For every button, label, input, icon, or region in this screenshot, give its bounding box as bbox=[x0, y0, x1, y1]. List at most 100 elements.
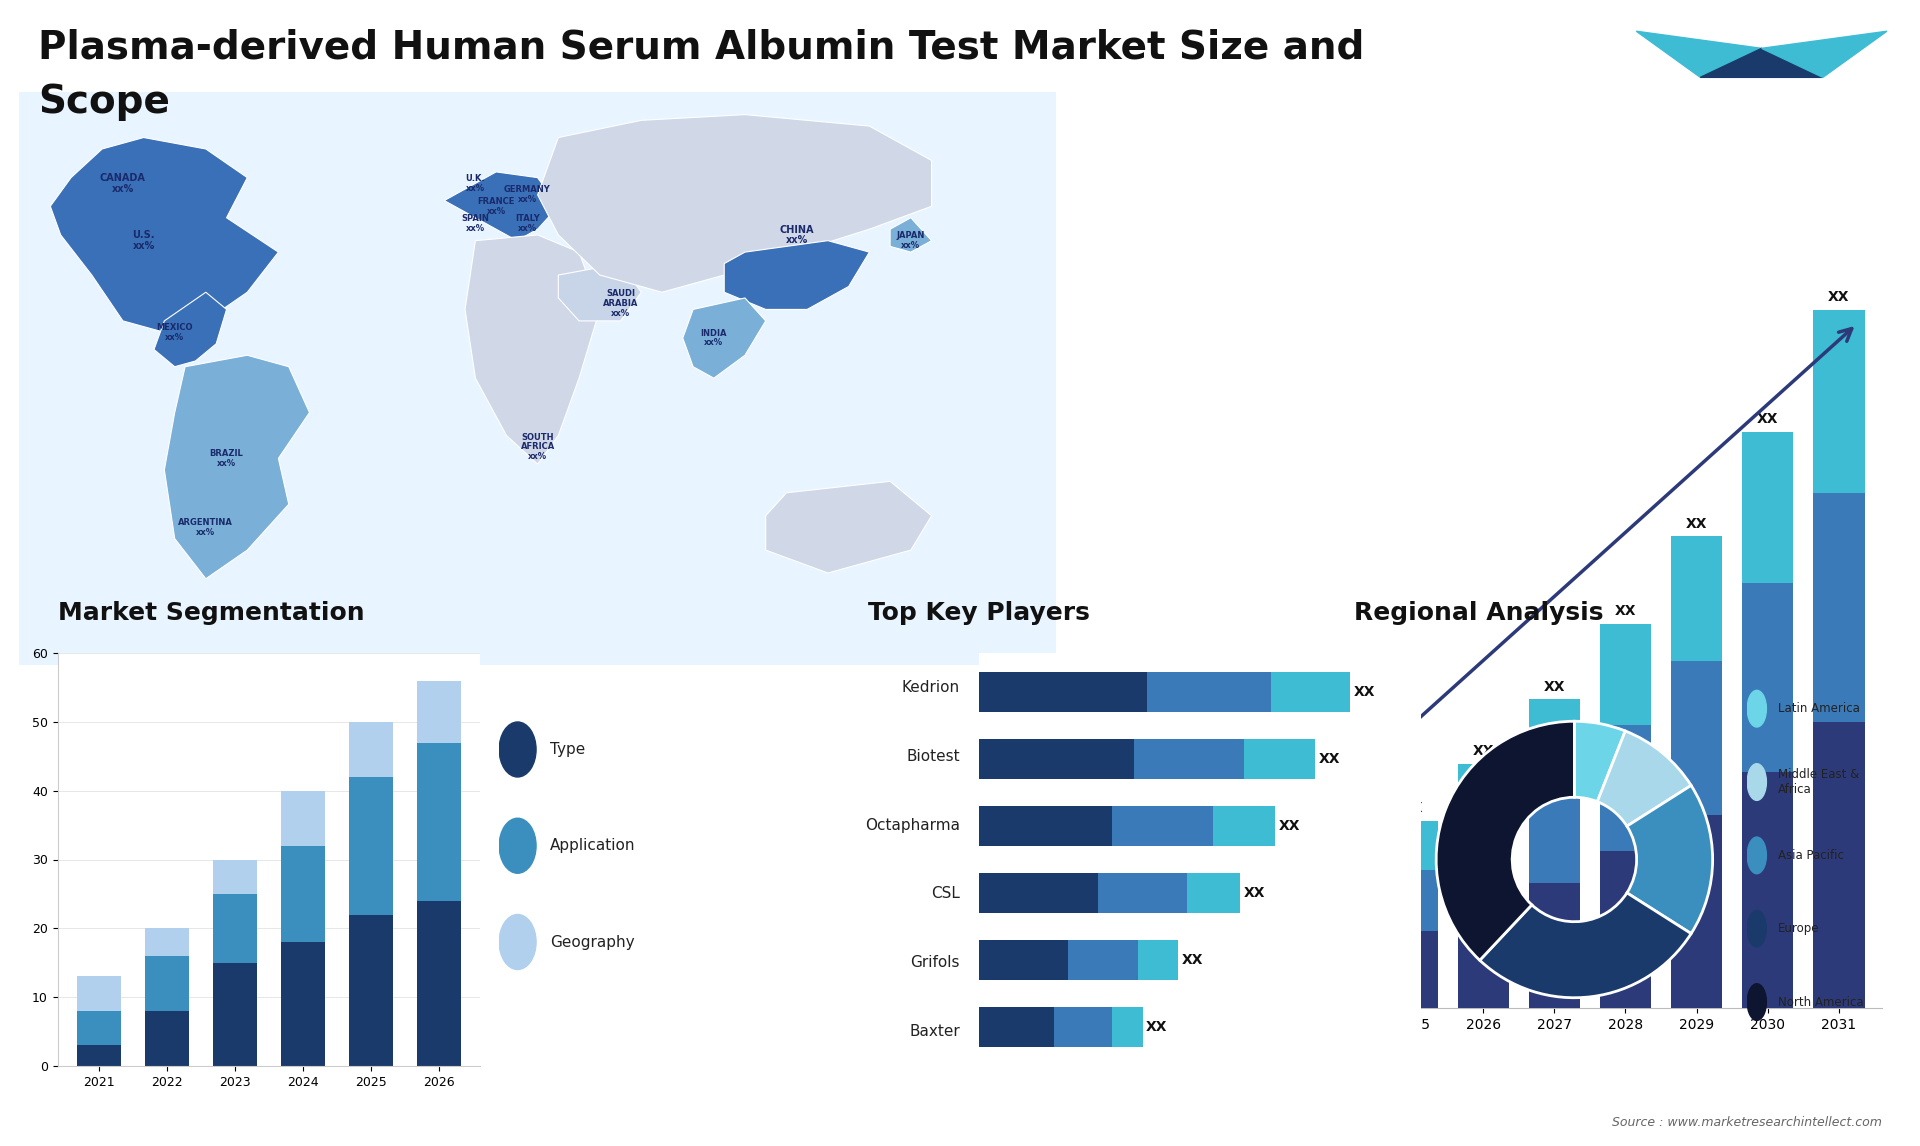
Bar bbox=[280, 942, 324, 1066]
Wedge shape bbox=[1597, 731, 1692, 826]
Text: Grifols: Grifols bbox=[910, 955, 960, 971]
Text: XX: XX bbox=[1473, 744, 1494, 758]
Bar bbox=[1213, 806, 1275, 846]
Text: CANADA
xx%: CANADA xx% bbox=[100, 173, 146, 194]
Wedge shape bbox=[1626, 785, 1713, 934]
Bar bbox=[1139, 940, 1177, 980]
Polygon shape bbox=[891, 218, 931, 252]
Polygon shape bbox=[684, 298, 766, 378]
Text: XX: XX bbox=[1402, 801, 1423, 815]
Bar bbox=[280, 791, 324, 846]
Polygon shape bbox=[766, 481, 931, 573]
Bar bbox=[144, 928, 188, 956]
Bar bbox=[1068, 940, 1139, 980]
Text: North America: North America bbox=[1778, 996, 1864, 1008]
Bar bbox=[77, 976, 121, 1011]
Bar bbox=[1599, 623, 1651, 725]
Text: Regional Analysis: Regional Analysis bbox=[1354, 601, 1603, 625]
Text: U.K.
xx%: U.K. xx% bbox=[465, 174, 486, 193]
Text: XX: XX bbox=[1279, 819, 1300, 833]
Bar bbox=[979, 672, 1146, 712]
Bar bbox=[979, 806, 1112, 846]
Bar bbox=[417, 681, 461, 743]
Text: XX: XX bbox=[1757, 413, 1778, 426]
Bar bbox=[979, 940, 1068, 980]
Bar bbox=[1315, 905, 1367, 951]
Polygon shape bbox=[559, 264, 641, 321]
Circle shape bbox=[499, 818, 536, 873]
Text: Type: Type bbox=[549, 741, 586, 758]
Text: XX: XX bbox=[1615, 604, 1636, 618]
Bar bbox=[1457, 763, 1509, 829]
Bar bbox=[979, 873, 1098, 913]
Bar bbox=[144, 956, 188, 1011]
Text: Asia Pacific: Asia Pacific bbox=[1778, 849, 1843, 862]
Wedge shape bbox=[1574, 721, 1626, 802]
Bar bbox=[1244, 968, 1296, 1008]
Text: XX: XX bbox=[1354, 685, 1375, 699]
Text: XX: XX bbox=[1331, 850, 1352, 864]
Text: ITALY
xx%: ITALY xx% bbox=[515, 214, 540, 233]
Text: RESEARCH: RESEARCH bbox=[1736, 112, 1788, 121]
Bar bbox=[1244, 937, 1296, 968]
Text: XX: XX bbox=[1260, 893, 1281, 906]
Bar bbox=[1670, 815, 1722, 1008]
Bar bbox=[1054, 1007, 1112, 1047]
Bar bbox=[1741, 583, 1793, 772]
Bar bbox=[1112, 806, 1213, 846]
Text: XX: XX bbox=[1686, 517, 1707, 531]
Bar bbox=[1386, 870, 1438, 932]
Bar bbox=[77, 1045, 121, 1066]
Text: MEXICO
xx%: MEXICO xx% bbox=[156, 323, 194, 342]
Text: XX: XX bbox=[1244, 886, 1265, 900]
Bar bbox=[1528, 780, 1580, 882]
Text: XX: XX bbox=[1181, 953, 1204, 967]
Bar bbox=[417, 743, 461, 901]
Bar bbox=[1812, 722, 1864, 1008]
Text: U.S.
xx%: U.S. xx% bbox=[132, 230, 156, 251]
Text: XX: XX bbox=[1544, 680, 1565, 693]
Bar bbox=[1599, 851, 1651, 1008]
Bar bbox=[1528, 882, 1580, 1008]
Wedge shape bbox=[1480, 893, 1692, 998]
Bar bbox=[1173, 947, 1225, 963]
Bar bbox=[1741, 432, 1793, 583]
Bar bbox=[1812, 493, 1864, 722]
Bar bbox=[1315, 951, 1367, 1008]
Bar bbox=[1098, 873, 1187, 913]
Polygon shape bbox=[444, 172, 559, 241]
Bar bbox=[1102, 983, 1154, 995]
Bar bbox=[1315, 870, 1367, 905]
Text: BRAZIL
xx%: BRAZIL xx% bbox=[209, 449, 244, 468]
Bar bbox=[1386, 932, 1438, 1008]
Bar bbox=[1386, 821, 1438, 870]
Polygon shape bbox=[1636, 31, 1763, 78]
Circle shape bbox=[1747, 983, 1766, 1020]
Polygon shape bbox=[1701, 48, 1822, 78]
Bar bbox=[213, 963, 257, 1066]
FancyBboxPatch shape bbox=[19, 92, 1056, 665]
Text: INTELLECT: INTELLECT bbox=[1734, 128, 1789, 138]
Polygon shape bbox=[1763, 31, 1887, 78]
Polygon shape bbox=[154, 292, 227, 367]
Bar bbox=[144, 1011, 188, 1066]
Circle shape bbox=[499, 915, 536, 970]
Text: Top Key Players: Top Key Players bbox=[868, 601, 1091, 625]
Bar bbox=[1457, 909, 1509, 1008]
Text: Market Segmentation: Market Segmentation bbox=[58, 601, 365, 625]
Text: ARGENTINA
xx%: ARGENTINA xx% bbox=[179, 518, 232, 536]
Bar bbox=[1599, 725, 1651, 851]
Bar bbox=[417, 901, 461, 1066]
Wedge shape bbox=[1436, 721, 1574, 960]
Circle shape bbox=[1747, 837, 1766, 873]
Bar bbox=[1244, 912, 1296, 937]
Text: Octapharma: Octapharma bbox=[866, 817, 960, 833]
Text: Europe: Europe bbox=[1778, 923, 1820, 935]
Text: XX: XX bbox=[1319, 752, 1340, 766]
Bar bbox=[979, 739, 1133, 779]
Polygon shape bbox=[50, 138, 278, 332]
Text: Baxter: Baxter bbox=[910, 1023, 960, 1039]
Text: Middle East &
Africa: Middle East & Africa bbox=[1778, 768, 1859, 796]
Text: MARKET: MARKET bbox=[1740, 96, 1784, 105]
Text: FRANCE
xx%: FRANCE xx% bbox=[478, 197, 515, 215]
